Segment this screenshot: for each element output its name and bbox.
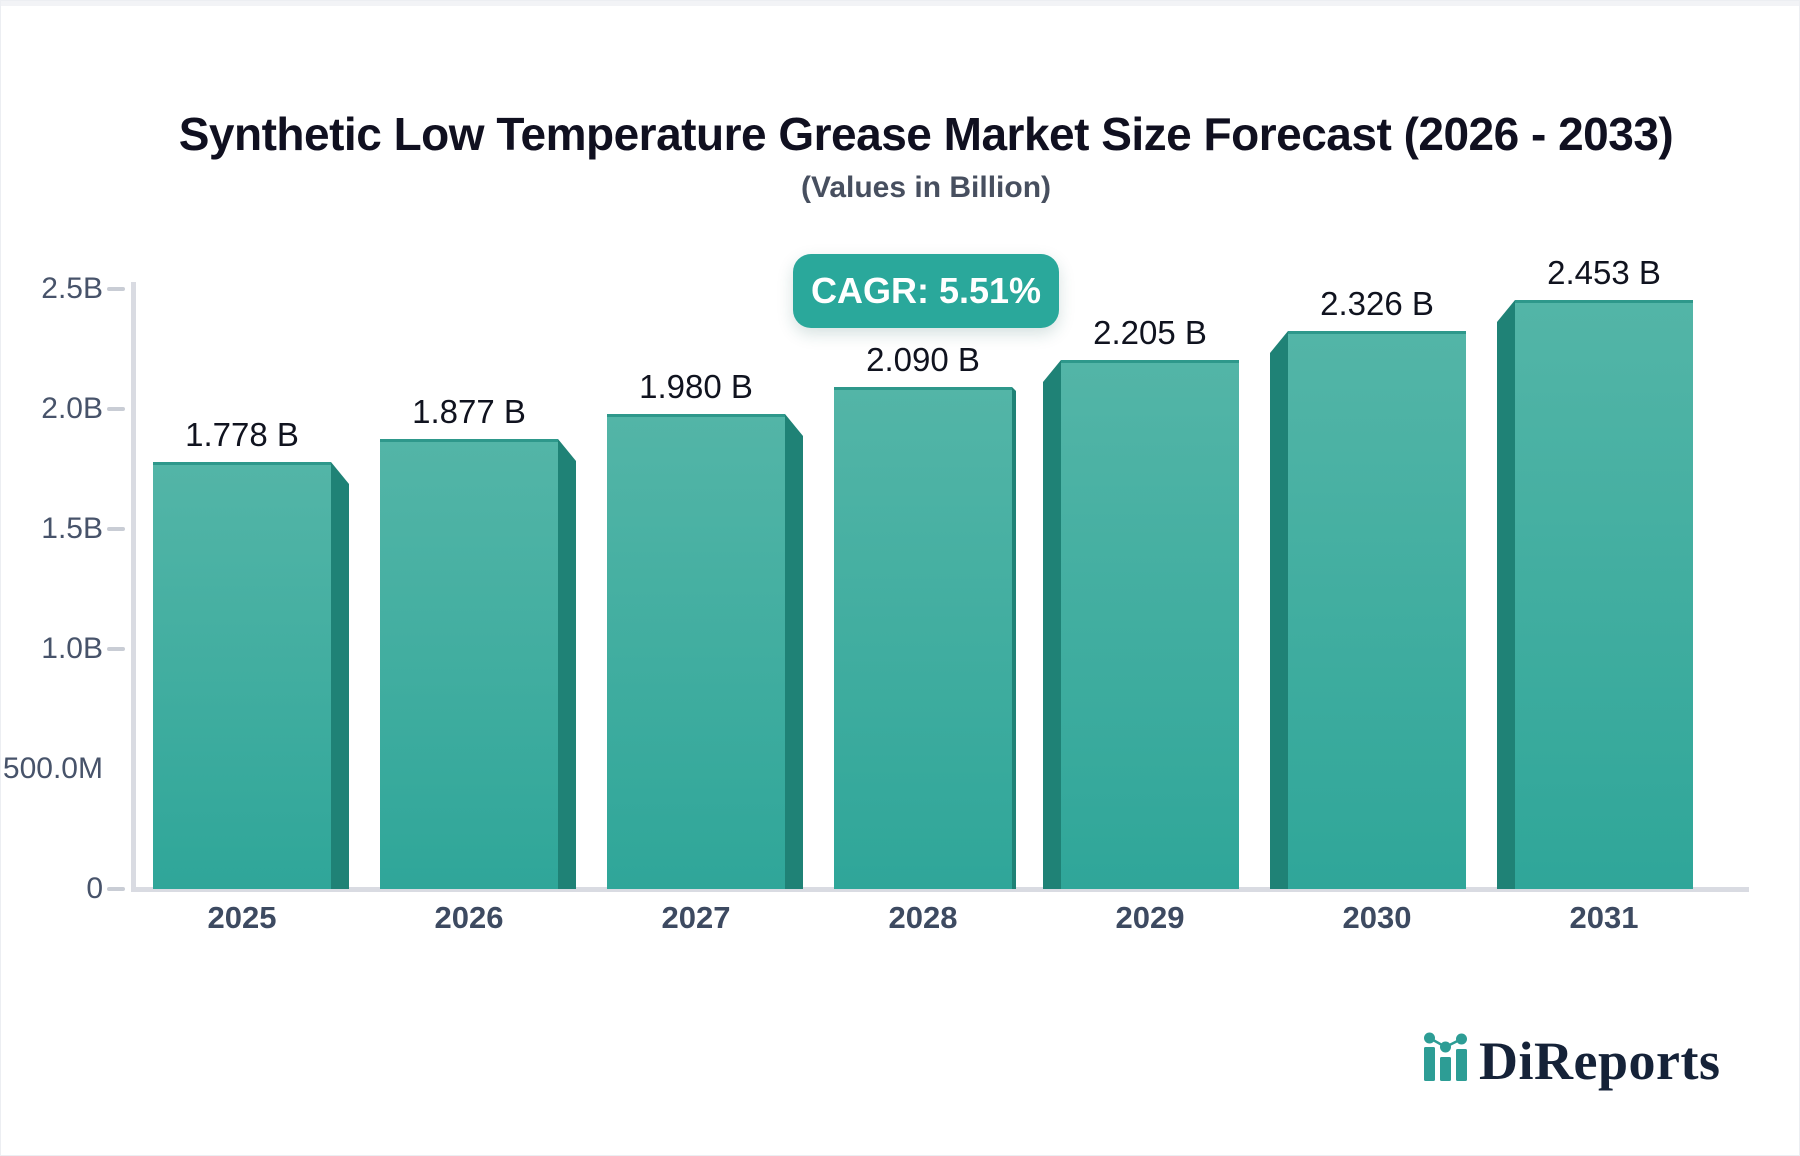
bar-side-3d [558, 439, 576, 889]
bar-face [1061, 360, 1239, 889]
bar-value-label: 2.326 B [1320, 285, 1434, 322]
y-axis-tick [107, 647, 125, 651]
cagr-badge: CAGR: 5.51% [793, 254, 1059, 328]
y-axis-label: 2.5B [41, 272, 103, 305]
x-axis-label: 2030 [1342, 900, 1412, 935]
bar-face [380, 439, 558, 889]
bar-2026 [380, 439, 576, 889]
y-axis-line [131, 282, 136, 892]
cagr-badge-label: CAGR: 5.51% [810, 270, 1042, 311]
bar-value-label: 1.877 B [412, 393, 526, 430]
bar-2030 [1270, 331, 1466, 889]
bar-2025 [153, 462, 349, 889]
bar-side-3d [331, 462, 349, 889]
bar-value-label: 1.778 B [185, 416, 299, 453]
y-axis-label: 2.0B [41, 392, 103, 425]
bar-value-label: 2.205 B [1093, 314, 1207, 351]
y-axis-label: 1.5B [41, 512, 103, 545]
bar-face [834, 387, 1012, 889]
bar-side-3d [785, 414, 803, 889]
y-axis-tick [107, 287, 125, 291]
direports-watermark: DiReports [1421, 1031, 1720, 1091]
bar-face [1288, 331, 1466, 889]
x-axis-label: 2026 [434, 900, 504, 935]
bar-2031 [1497, 300, 1693, 889]
bar-side-3d [1012, 387, 1016, 889]
y-axis-tick [107, 407, 125, 411]
bar-2027 [607, 414, 803, 889]
y-axis-label: 1.0B [41, 632, 103, 665]
bar-line-chart-icon [1424, 1032, 1467, 1081]
chart-title: Synthetic Low Temperature Grease Market … [178, 108, 1674, 160]
bar-side-3d [1270, 331, 1288, 889]
bar-face [1515, 300, 1693, 889]
bar-side-3d [1497, 300, 1515, 889]
bar-face [153, 462, 331, 889]
x-axis-line [131, 887, 1749, 892]
bar-2029 [1043, 360, 1239, 889]
x-axis-label: 2031 [1569, 900, 1639, 935]
x-axis-label: 2028 [888, 900, 958, 935]
frame-top-strip [1, 1, 1799, 6]
x-axis-label: 2029 [1115, 900, 1185, 935]
bar-value-label: 2.453 B [1547, 254, 1661, 291]
chart-subtitle: (Values in Billion) [800, 171, 1052, 204]
y-axis-label: 500.0M [2, 752, 103, 785]
bar-side-3d [1043, 360, 1061, 889]
bar-face [607, 414, 785, 889]
y-axis-tick [107, 887, 125, 891]
bar-2028 [834, 387, 1016, 889]
direports-logo-text: DiReports [1479, 1031, 1721, 1091]
bar-value-label: 2.090 B [866, 341, 980, 378]
x-axis-label: 2027 [661, 900, 731, 935]
y-axis-label: 0 [86, 872, 103, 905]
bar-value-label: 1.980 B [639, 368, 753, 405]
y-axis-tick [107, 527, 125, 531]
x-axis-label: 2025 [207, 900, 277, 935]
